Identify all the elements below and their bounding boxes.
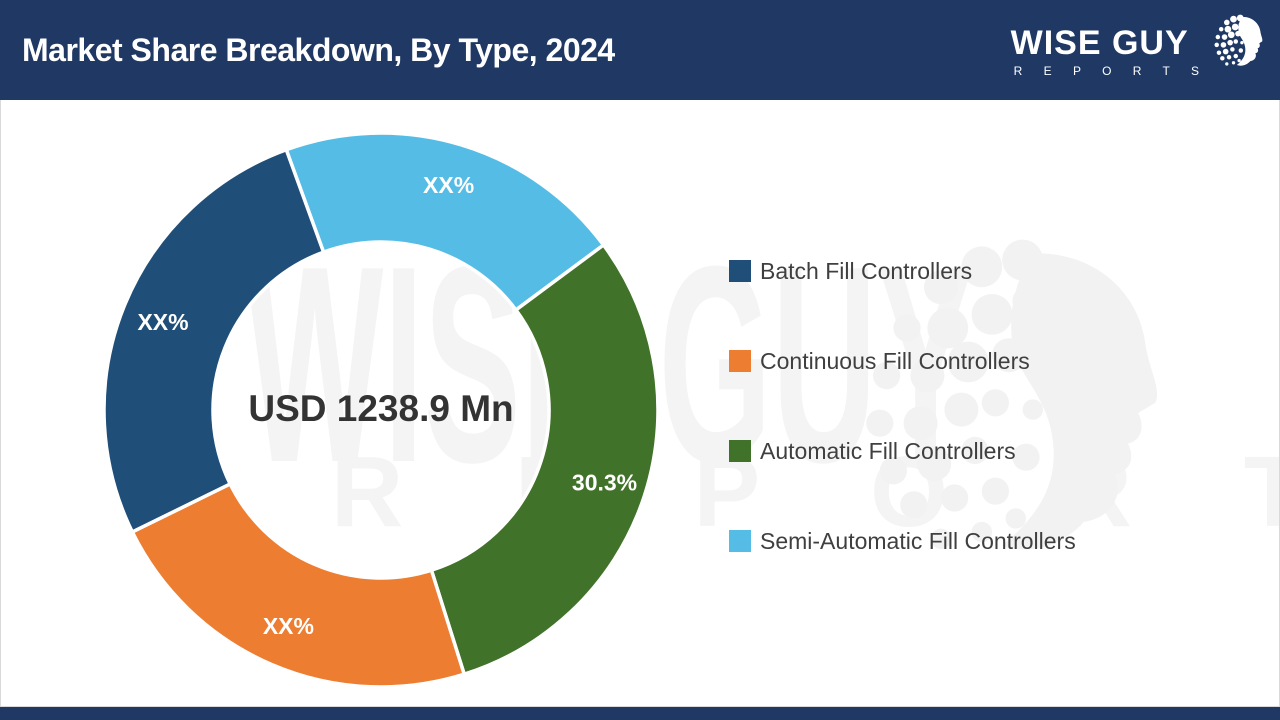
slice-label-automatic-fill-controllers: 30.3% (572, 470, 637, 496)
slice-label-continuous-fill-controllers: XX% (263, 613, 314, 639)
legend-item-batch: Batch Fill Controllers (729, 258, 1076, 284)
legend-item-automatic: Automatic Fill Controllers (729, 438, 1076, 464)
slice-automatic-fill-controllers (429, 243, 660, 676)
slice-label-semi-automatic-fill-controllers: XX% (423, 172, 474, 198)
wiseguy-face-icon (1214, 14, 1263, 66)
legend-swatch-batch (729, 260, 751, 282)
legend: Batch Fill Controllers Continuous Fill C… (729, 258, 1076, 554)
wiseguy-logo: WISE GUY R E P O R T S (1011, 6, 1266, 86)
logo-wordmark: WISE GUY (1010, 23, 1189, 62)
legend-item-semi-automatic: Semi-Automatic Fill Controllers (729, 528, 1076, 554)
chart-area: WISE GUY R E P O R T S XX%30.3%XX%XX% US… (0, 100, 1280, 707)
legend-label: Continuous Fill Controllers (760, 348, 1030, 374)
slice-batch-fill-controllers (102, 147, 326, 534)
logo-reports-text: R E P O R T S (1013, 63, 1208, 78)
wiseguy-logo-text: WISE GUY R E P O R T S (1011, 25, 1208, 78)
legend-item-continuous: Continuous Fill Controllers (729, 348, 1076, 374)
slice-label-batch-fill-controllers: XX% (137, 309, 188, 335)
legend-swatch-semi-automatic (729, 530, 751, 552)
footer-bar (0, 707, 1280, 720)
legend-swatch-continuous (729, 350, 751, 372)
legend-label: Automatic Fill Controllers (760, 438, 1016, 464)
slice-semi-automatic-fill-controllers (284, 131, 606, 312)
header: Market Share Breakdown, By Type, 2024 WI… (0, 0, 1280, 100)
center-value-label: USD 1238.9 Mn (248, 388, 514, 429)
donut-chart: XX% 30.3% XX% XX% (102, 131, 660, 689)
legend-swatch-automatic (729, 440, 751, 462)
slice-continuous-fill-controllers (130, 482, 466, 689)
watermark-face-icon (866, 239, 1158, 550)
legend-label: Batch Fill Controllers (760, 258, 973, 284)
page-title: Market Share Breakdown, By Type, 2024 (22, 31, 615, 68)
legend-label: Semi-Automatic Fill Controllers (760, 528, 1076, 554)
